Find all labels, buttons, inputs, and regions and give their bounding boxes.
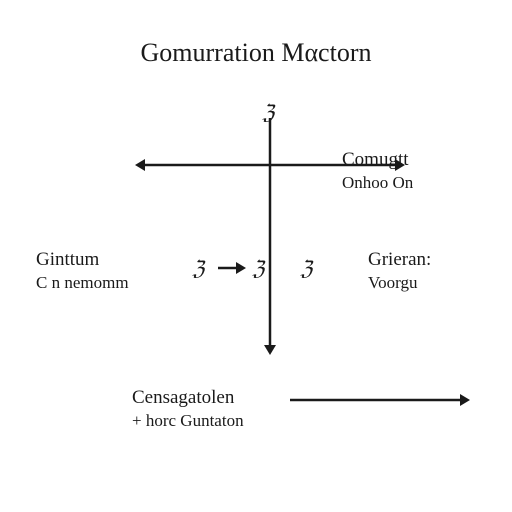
- label-bottom: Censagatolen + horc Guntaton: [132, 386, 244, 431]
- symbol-center-mid: ℨ: [252, 256, 264, 281]
- symbol-right-mid: ℨ: [300, 256, 312, 281]
- label-left: Ginttum C n nemomm: [36, 248, 129, 293]
- label-line: Censagatolen: [132, 386, 244, 410]
- label-line: Comugtt: [342, 148, 413, 172]
- label-line: Voorgu: [368, 272, 431, 293]
- label-top-right: Comugtt Onhoo On: [342, 148, 413, 193]
- label-line: Grieran:: [368, 248, 431, 272]
- label-line: Ginttum: [36, 248, 129, 272]
- symbol-left-mid: ℨ: [192, 256, 204, 281]
- label-line: Onhoo On: [342, 172, 413, 193]
- label-right: Grieran: Voorgu: [368, 248, 431, 293]
- label-line: C n nemomm: [36, 272, 129, 293]
- symbol-top: ℨ: [262, 100, 274, 125]
- label-line: + horc Guntaton: [132, 410, 244, 431]
